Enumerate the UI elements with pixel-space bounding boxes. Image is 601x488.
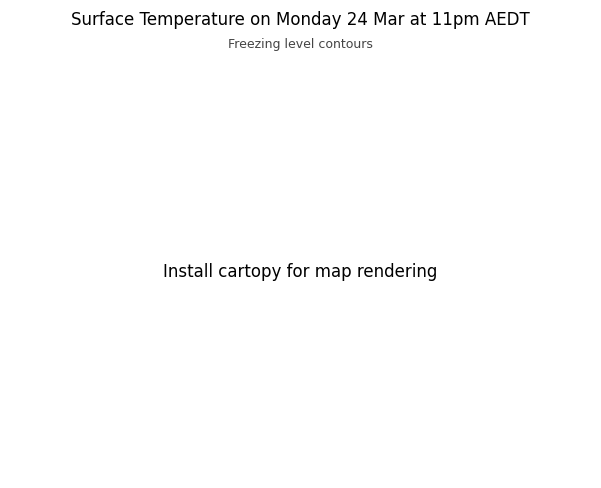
Text: Freezing level contours: Freezing level contours <box>228 39 373 51</box>
Text: Install cartopy for map rendering: Install cartopy for map rendering <box>163 263 438 281</box>
Text: Surface Temperature on Monday 24 Mar at 11pm AEDT: Surface Temperature on Monday 24 Mar at … <box>71 11 530 29</box>
